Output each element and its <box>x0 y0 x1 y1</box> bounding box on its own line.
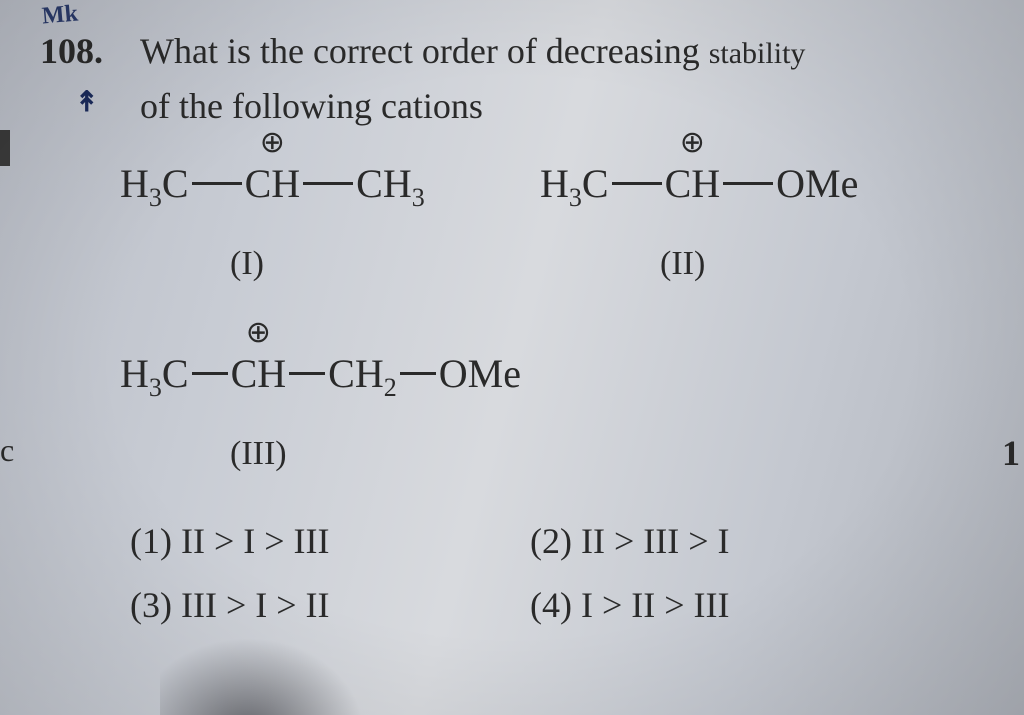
option-1: (1) II > I > III <box>130 520 530 562</box>
bond-icon <box>723 182 773 185</box>
margin-arrow-icon: ↟ <box>75 85 98 119</box>
answer-options: (1) II > I > III (2) II > III > I (3) II… <box>130 520 890 648</box>
question-text-part1: What is the correct order of decreasing <box>140 31 709 71</box>
s3-h: H <box>120 351 149 396</box>
question-number: 108. <box>40 30 103 72</box>
s2-h: H <box>540 161 569 206</box>
s1-h-sub: 3 <box>149 183 162 212</box>
s1-cation: ⊕CH <box>245 160 301 207</box>
s3-ch: CH <box>231 351 287 396</box>
s2-cation: ⊕CH <box>665 160 721 207</box>
plus-icon: ⊕ <box>680 128 705 158</box>
s1-ch: CH <box>245 161 301 206</box>
option-2: (2) II > III > I <box>530 520 890 562</box>
s3-cation: ⊕CH <box>231 350 287 397</box>
structure-3-label: (III) <box>230 435 287 473</box>
bond-icon <box>303 182 353 185</box>
s2-ome: OMe <box>776 161 858 206</box>
structure-2: H3C⊕CHOMe <box>540 160 858 207</box>
s3-h-sub: 3 <box>149 373 162 402</box>
s2-ch: CH <box>665 161 721 206</box>
edge-number-1: 1 <box>1002 432 1020 474</box>
s1-h: H <box>120 161 149 206</box>
edge-mark <box>0 130 10 166</box>
s3-ome: OMe <box>439 351 521 396</box>
structure-3: H3C⊕CHCH2OMe <box>120 350 521 397</box>
bond-icon <box>192 182 242 185</box>
structure-1-label: (I) <box>230 245 264 283</box>
s3-c: C <box>162 351 189 396</box>
plus-icon: ⊕ <box>246 318 271 348</box>
s2-c: C <box>582 161 609 206</box>
s1-ch3-sub: 3 <box>412 183 425 212</box>
bond-icon <box>612 182 662 185</box>
s2-h-sub: 3 <box>569 183 582 212</box>
option-row: (1) II > I > III (2) II > III > I <box>130 520 890 562</box>
edge-letter-c: c <box>0 432 14 469</box>
s3-ch2: CH <box>328 351 384 396</box>
option-3: (3) III > I > II <box>130 584 530 626</box>
s1-ch3: CH <box>356 161 412 206</box>
plus-icon: ⊕ <box>260 128 285 158</box>
option-row: (3) III > I > II (4) I > II > III <box>130 584 890 626</box>
bond-icon <box>289 372 325 375</box>
option-4: (4) I > II > III <box>530 584 890 626</box>
bond-icon <box>400 372 436 375</box>
structure-2-label: (II) <box>660 245 705 283</box>
page: c 1 Mk 108. What is the correct order of… <box>0 0 1024 715</box>
s1-c: C <box>162 161 189 206</box>
question-text-line2: of the following cations <box>140 85 483 127</box>
bond-icon <box>192 372 228 375</box>
handwritten-mark: Mk <box>41 0 79 30</box>
structure-1: H3C⊕CHCH3 <box>120 160 425 207</box>
question-text-line1: What is the correct order of decreasing … <box>140 30 1000 72</box>
question-text-stability: stability <box>709 37 806 70</box>
s3-ch2-sub: 2 <box>384 373 397 402</box>
